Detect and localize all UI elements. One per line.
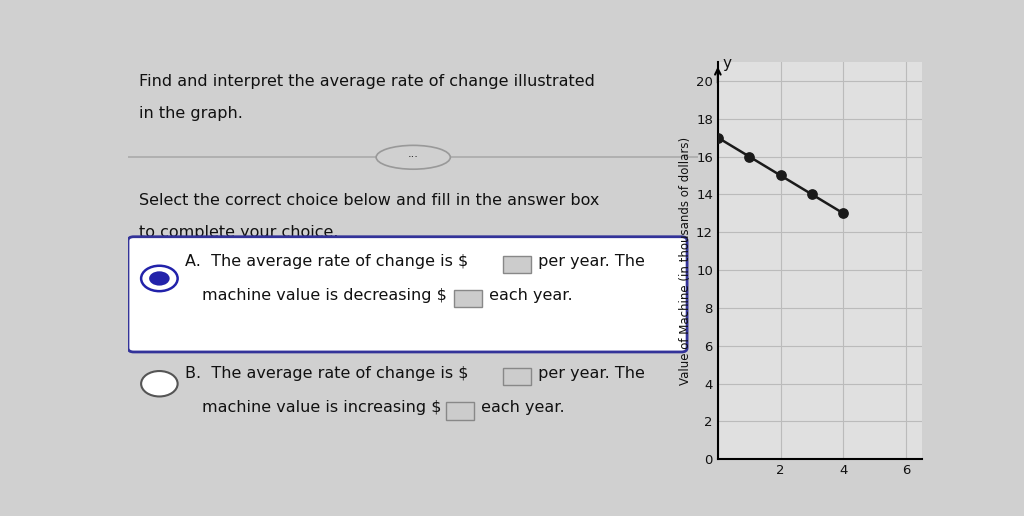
Point [835, 209, 851, 217]
Text: in the graph.: in the graph. [139, 106, 244, 121]
FancyBboxPatch shape [504, 368, 530, 385]
Text: per year. The: per year. The [534, 254, 645, 269]
Text: each year.: each year. [476, 400, 564, 415]
Y-axis label: Value of Machine (in thousands of dollars): Value of Machine (in thousands of dollar… [679, 137, 692, 384]
Circle shape [141, 371, 177, 396]
Text: B.  The average rate of change is $: B. The average rate of change is $ [185, 366, 469, 381]
Point [804, 190, 820, 199]
Text: Select the correct choice below and fill in the answer box: Select the correct choice below and fill… [139, 193, 600, 208]
Text: each year.: each year. [484, 287, 572, 302]
FancyBboxPatch shape [504, 256, 530, 273]
FancyBboxPatch shape [128, 237, 687, 352]
Text: Find and interpret the average rate of change illustrated: Find and interpret the average rate of c… [139, 74, 595, 89]
Text: machine value is increasing $: machine value is increasing $ [202, 400, 441, 415]
Point [772, 171, 788, 180]
Text: machine value is decreasing $: machine value is decreasing $ [202, 287, 447, 302]
Text: ···: ··· [408, 152, 419, 162]
Circle shape [150, 271, 170, 286]
Text: per year. The: per year. The [534, 366, 645, 381]
FancyBboxPatch shape [446, 402, 474, 420]
Text: A.  The average rate of change is $: A. The average rate of change is $ [185, 254, 468, 269]
Ellipse shape [376, 146, 451, 169]
Point [710, 134, 726, 142]
Text: y: y [723, 56, 732, 71]
Text: to complete your choice.: to complete your choice. [139, 225, 339, 240]
Point [741, 152, 758, 160]
Circle shape [141, 266, 177, 291]
FancyBboxPatch shape [455, 289, 481, 307]
